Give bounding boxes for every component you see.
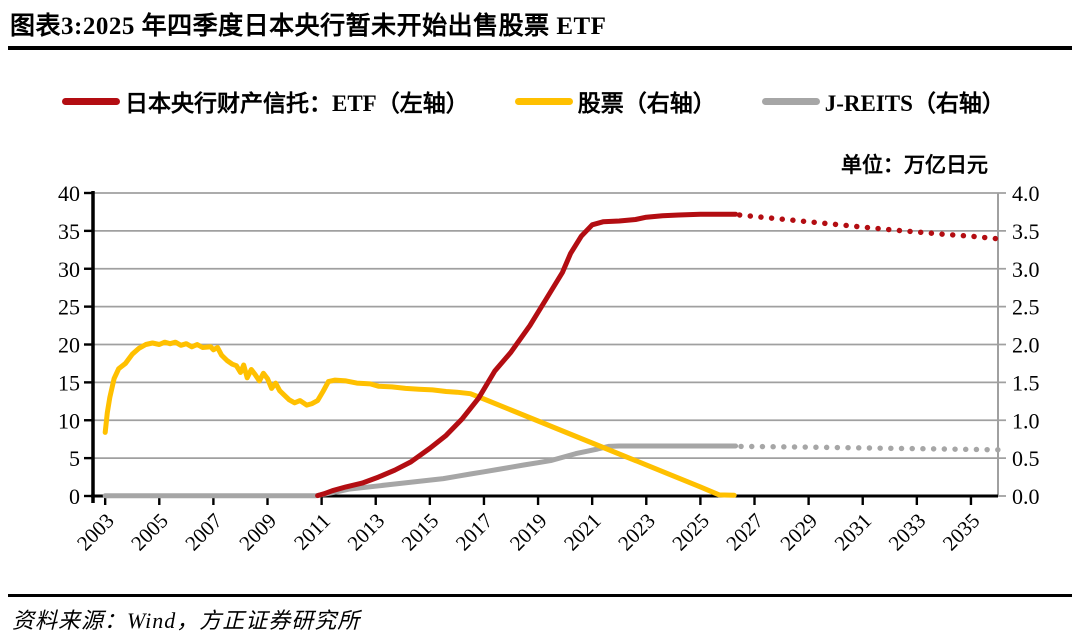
title-divider-rule: [8, 46, 1072, 50]
x-axis-year-label: 2029: [775, 509, 822, 556]
footer-divider-rule: [8, 594, 1072, 597]
legend-item-jreits: J-REITS（右轴）: [761, 84, 1005, 118]
x-axis-year-label: 2021: [559, 509, 606, 556]
unit-label: 单位：万亿日元: [841, 153, 988, 177]
x-axis-year-label: 2005: [126, 509, 173, 556]
etf-line-swatch: [62, 97, 120, 105]
left-axis-tick-label: 20: [58, 333, 80, 358]
left-axis-tick-label: 30: [58, 257, 80, 282]
right-axis-tick-label: 3.5: [1012, 219, 1040, 244]
legend-label-jreits: J-REITS（右轴）: [824, 91, 1005, 116]
x-axis-year-label: 2015: [397, 509, 444, 556]
right-axis-tick-label: 1.0: [1012, 408, 1040, 433]
jreits-solid-line: [102, 443, 739, 499]
x-axis-year-label: 2011: [289, 509, 335, 555]
x-axis-year-label: 2017: [451, 509, 498, 556]
x-axis-year-label: 2027: [721, 509, 768, 556]
right-axis-tick-label: 0.0: [1012, 484, 1040, 509]
x-axis-year-label: 2025: [667, 509, 714, 556]
source-note: 资料来源：Wind，方正证券研究所: [12, 608, 361, 633]
right-axis-tick-label: 2.5: [1012, 295, 1040, 320]
left-axis-tick-label: 40: [58, 181, 80, 206]
x-axis-year-label: 2007: [180, 509, 227, 556]
x-axis-year-label: 2023: [613, 509, 660, 556]
x-axis-year-label: 2035: [938, 509, 985, 556]
legend-label-etf: 日本央行财产信托：ETF（左轴）: [125, 91, 469, 116]
x-axis-year-label: 2031: [830, 509, 877, 556]
chart-legend: 日本央行财产信托：ETF（左轴） 股票（右轴） J-REITS（右轴）: [62, 84, 1005, 118]
x-axis-year-label: 2033: [884, 509, 931, 556]
chart-title: 图表3:2025 年四季度日本央行暂未开始出售股票 ETF: [10, 13, 607, 40]
right-axis-tick-label: 4.0: [1012, 181, 1040, 206]
left-axis-tick-label: 25: [58, 295, 80, 320]
left-axis-tick-label: 5: [69, 446, 80, 471]
x-axis-year-label: 2019: [505, 509, 552, 556]
stocks-line-swatch: [514, 97, 573, 105]
right-axis-tick-label: 2.0: [1012, 333, 1040, 358]
legend-item-etf: 日本央行财产信托：ETF（左轴）: [62, 84, 469, 118]
right-axis-tick-label: 3.0: [1012, 257, 1040, 282]
jreits-line-swatch: [761, 97, 820, 105]
left-axis-tick-label: 10: [58, 408, 80, 433]
left-axis-tick-label: 15: [58, 370, 80, 395]
legend-item-stocks: 股票（右轴）: [514, 84, 716, 118]
right-axis-tick-label: 1.5: [1012, 370, 1040, 395]
etf-dotted-line: [736, 212, 1001, 242]
x-axis-year-label: 2003: [72, 509, 119, 556]
stocks-solid-line: [102, 339, 737, 498]
left-axis-tick-label: 0: [69, 484, 80, 509]
etf-solid-line: [315, 211, 739, 499]
right-axis-tick-label: 0.5: [1012, 446, 1040, 471]
left-axis-tick-label: 35: [58, 219, 80, 244]
legend-label-stocks: 股票（右轴）: [577, 91, 716, 116]
jreits-dotted-line: [738, 443, 1001, 453]
x-axis-year-label: 2013: [343, 509, 390, 556]
x-axis-year-label: 2009: [234, 509, 281, 556]
